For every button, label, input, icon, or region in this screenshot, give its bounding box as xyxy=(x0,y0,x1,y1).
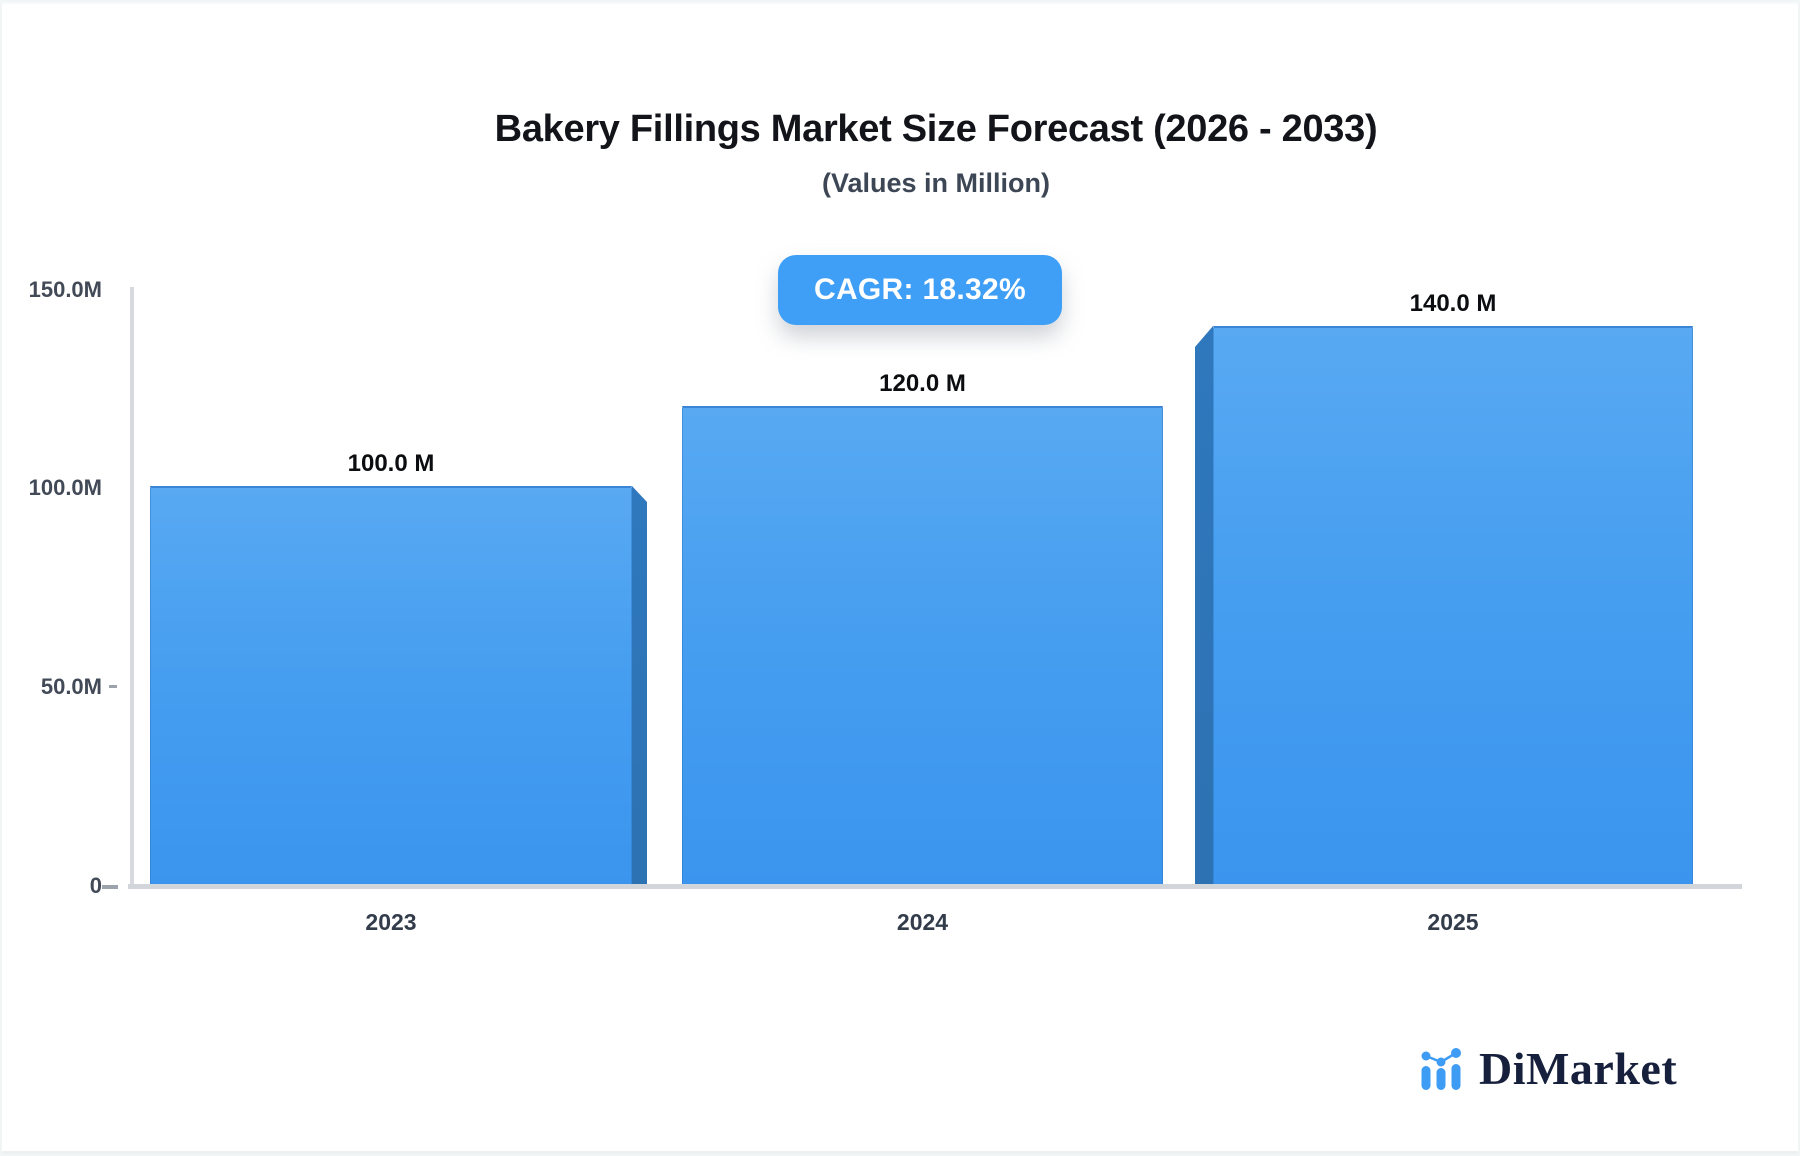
dimarket-logo[interactable]: DiMarket xyxy=(1420,1040,1677,1098)
chart-title: Bakery Fillings Market Size Forecast (20… xyxy=(494,108,1378,150)
bar-value-label-2023: 100.0 M xyxy=(347,450,435,477)
y-axis-tick-label-150m: 150.0M xyxy=(28,277,102,302)
y-axis-tick-label-100m: 100.0M xyxy=(28,475,102,500)
bar-2023-side-face xyxy=(632,486,647,884)
bar-2025[interactable] xyxy=(1213,326,1693,884)
y-axis-tick-mark-50m xyxy=(109,685,117,688)
bar-2023[interactable] xyxy=(150,486,632,884)
bar-2025-side-face xyxy=(1195,326,1213,884)
bar-chart-trend-icon xyxy=(1421,1048,1461,1090)
cagr-badge-label: CAGR: 18.32% xyxy=(813,273,1026,306)
y-axis-tick-mark-0 xyxy=(102,885,118,889)
bar-2024[interactable] xyxy=(682,406,1163,884)
y-axis-tick-label-0: 0 xyxy=(89,873,102,898)
cagr-badge: CAGR: 18.32% xyxy=(778,255,1062,325)
y-axis-line xyxy=(130,287,134,887)
chart-subtitle: (Values in Million) xyxy=(821,168,1051,198)
x-axis-label-2023: 2023 xyxy=(365,909,417,935)
dimarket-logo-text: DiMarket xyxy=(1479,1043,1678,1094)
x-axis-label-2024: 2024 xyxy=(896,909,949,935)
bar-value-label-2025: 140.0 M xyxy=(1409,290,1497,317)
y-axis-tick-label-50m: 50.0M xyxy=(40,674,102,699)
bar-value-label-2024: 120.0 M xyxy=(879,370,966,397)
x-axis-label-2025: 2025 xyxy=(1427,909,1479,935)
x-axis-line xyxy=(128,884,1742,889)
